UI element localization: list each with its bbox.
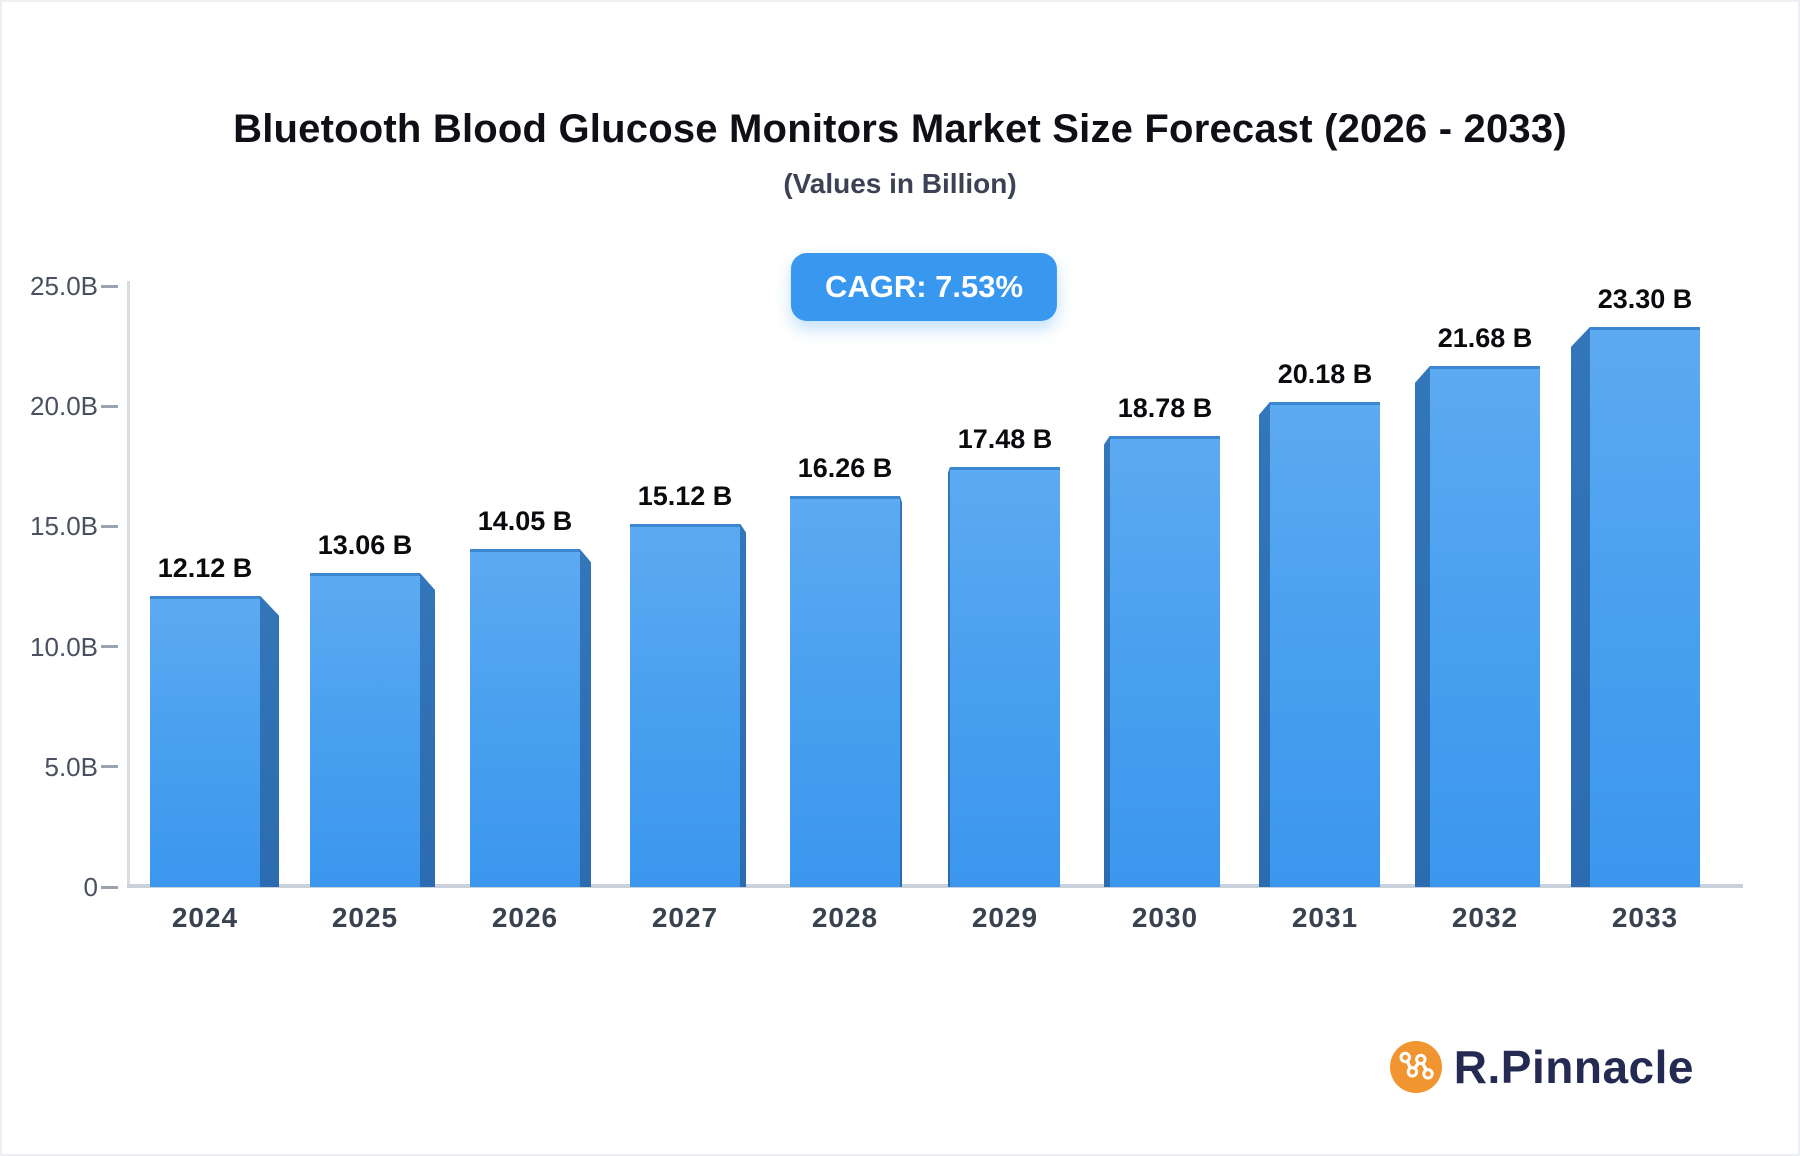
bar-value-label: 13.06 B bbox=[317, 530, 413, 561]
bar-2025[interactable] bbox=[310, 573, 420, 887]
bar-value-label: 12.12 B bbox=[157, 552, 253, 583]
y-tick-dash bbox=[101, 404, 118, 408]
x-axis-label: 2029 bbox=[971, 902, 1039, 933]
bar-value-label: 20.18 B bbox=[1277, 358, 1373, 389]
bar-2031[interactable] bbox=[1270, 401, 1380, 887]
x-axis-label: 2028 bbox=[811, 902, 879, 933]
bar-side-face bbox=[1259, 401, 1270, 887]
bar-side-face bbox=[580, 549, 591, 887]
bar-2027[interactable] bbox=[630, 523, 740, 887]
x-axis-label: 2033 bbox=[1611, 902, 1679, 933]
x-axis-baseline bbox=[127, 884, 1743, 888]
bar-side-face bbox=[948, 466, 950, 887]
cagr-badge: CAGR: 7.53% bbox=[790, 253, 1058, 321]
bar-value-label: 23.30 B bbox=[1597, 283, 1693, 314]
y-tick-label: 10.0B bbox=[30, 631, 98, 662]
y-tick-label: 5.0B bbox=[44, 751, 99, 782]
network-nodes-icon bbox=[1389, 1041, 1442, 1093]
bar-side-face bbox=[900, 496, 902, 887]
chart-title: Bluetooth Blood Glucose Monitors Market … bbox=[233, 107, 1567, 151]
bar-2024[interactable] bbox=[150, 595, 260, 887]
bar-side-face bbox=[740, 523, 746, 887]
x-axis-label: 2031 bbox=[1291, 902, 1359, 933]
x-axis-label: 2030 bbox=[1131, 902, 1199, 933]
y-axis-line bbox=[127, 281, 130, 887]
y-tick-label: 25.0B bbox=[30, 271, 98, 301]
brand-logo: R.Pinnacle bbox=[1389, 1040, 1694, 1094]
bar-value-label: 18.78 B bbox=[1117, 392, 1213, 423]
bar-2029[interactable] bbox=[950, 466, 1060, 887]
y-tick-label: 0 bbox=[83, 872, 98, 902]
brand-name: R.Pinnacle bbox=[1453, 1041, 1694, 1093]
x-axis-label: 2032 bbox=[1451, 902, 1519, 933]
y-tick-dash bbox=[101, 645, 118, 649]
x-axis-label: 2025 bbox=[331, 902, 399, 933]
bar-2028[interactable] bbox=[790, 496, 900, 887]
bar-2030[interactable] bbox=[1110, 435, 1220, 887]
y-tick-dash bbox=[101, 765, 118, 769]
bar-side-face bbox=[1571, 326, 1590, 887]
bar-2032[interactable] bbox=[1430, 365, 1540, 887]
x-axis-label: 2024 bbox=[171, 902, 239, 933]
x-axis-label: 2027 bbox=[651, 902, 719, 933]
y-tick-label: 20.0B bbox=[30, 391, 98, 422]
y-tick-label: 15.0B bbox=[30, 511, 98, 542]
bar-2033[interactable] bbox=[1590, 326, 1700, 887]
bar-side-face bbox=[260, 595, 279, 887]
bar-value-label: 14.05 B bbox=[477, 506, 573, 537]
y-tick-dash bbox=[101, 885, 118, 889]
y-tick-dash bbox=[101, 524, 118, 528]
bar-value-label: 21.68 B bbox=[1437, 322, 1533, 353]
x-axis-label: 2026 bbox=[491, 902, 559, 933]
bar-value-label: 16.26 B bbox=[797, 453, 893, 484]
bar-side-face bbox=[1415, 365, 1430, 887]
bar-value-label: 17.48 B bbox=[957, 423, 1053, 454]
bar-side-face bbox=[420, 573, 435, 887]
bar-side-face bbox=[1104, 435, 1110, 887]
y-tick-dash bbox=[101, 284, 118, 288]
bar-value-label: 15.12 B bbox=[637, 480, 733, 511]
chart-subtitle: (Values in Billion) bbox=[783, 168, 1017, 199]
bar-2026[interactable] bbox=[470, 549, 580, 887]
